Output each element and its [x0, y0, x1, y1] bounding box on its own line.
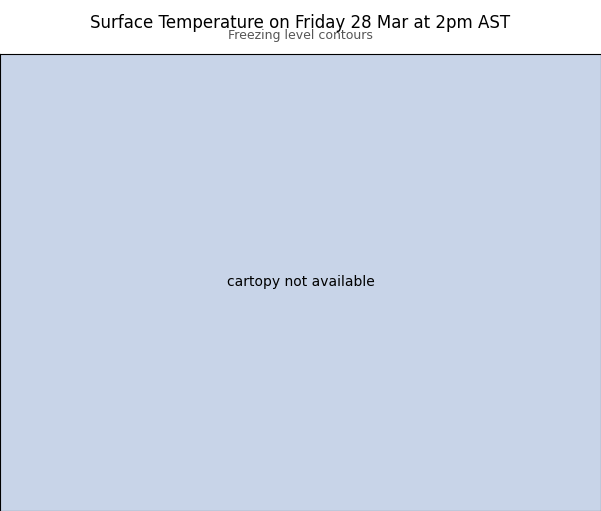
Text: Freezing level contours: Freezing level contours [228, 29, 373, 42]
Text: cartopy not available: cartopy not available [227, 275, 374, 289]
Text: Surface Temperature on Friday 28 Mar at 2pm AST: Surface Temperature on Friday 28 Mar at … [90, 14, 511, 32]
